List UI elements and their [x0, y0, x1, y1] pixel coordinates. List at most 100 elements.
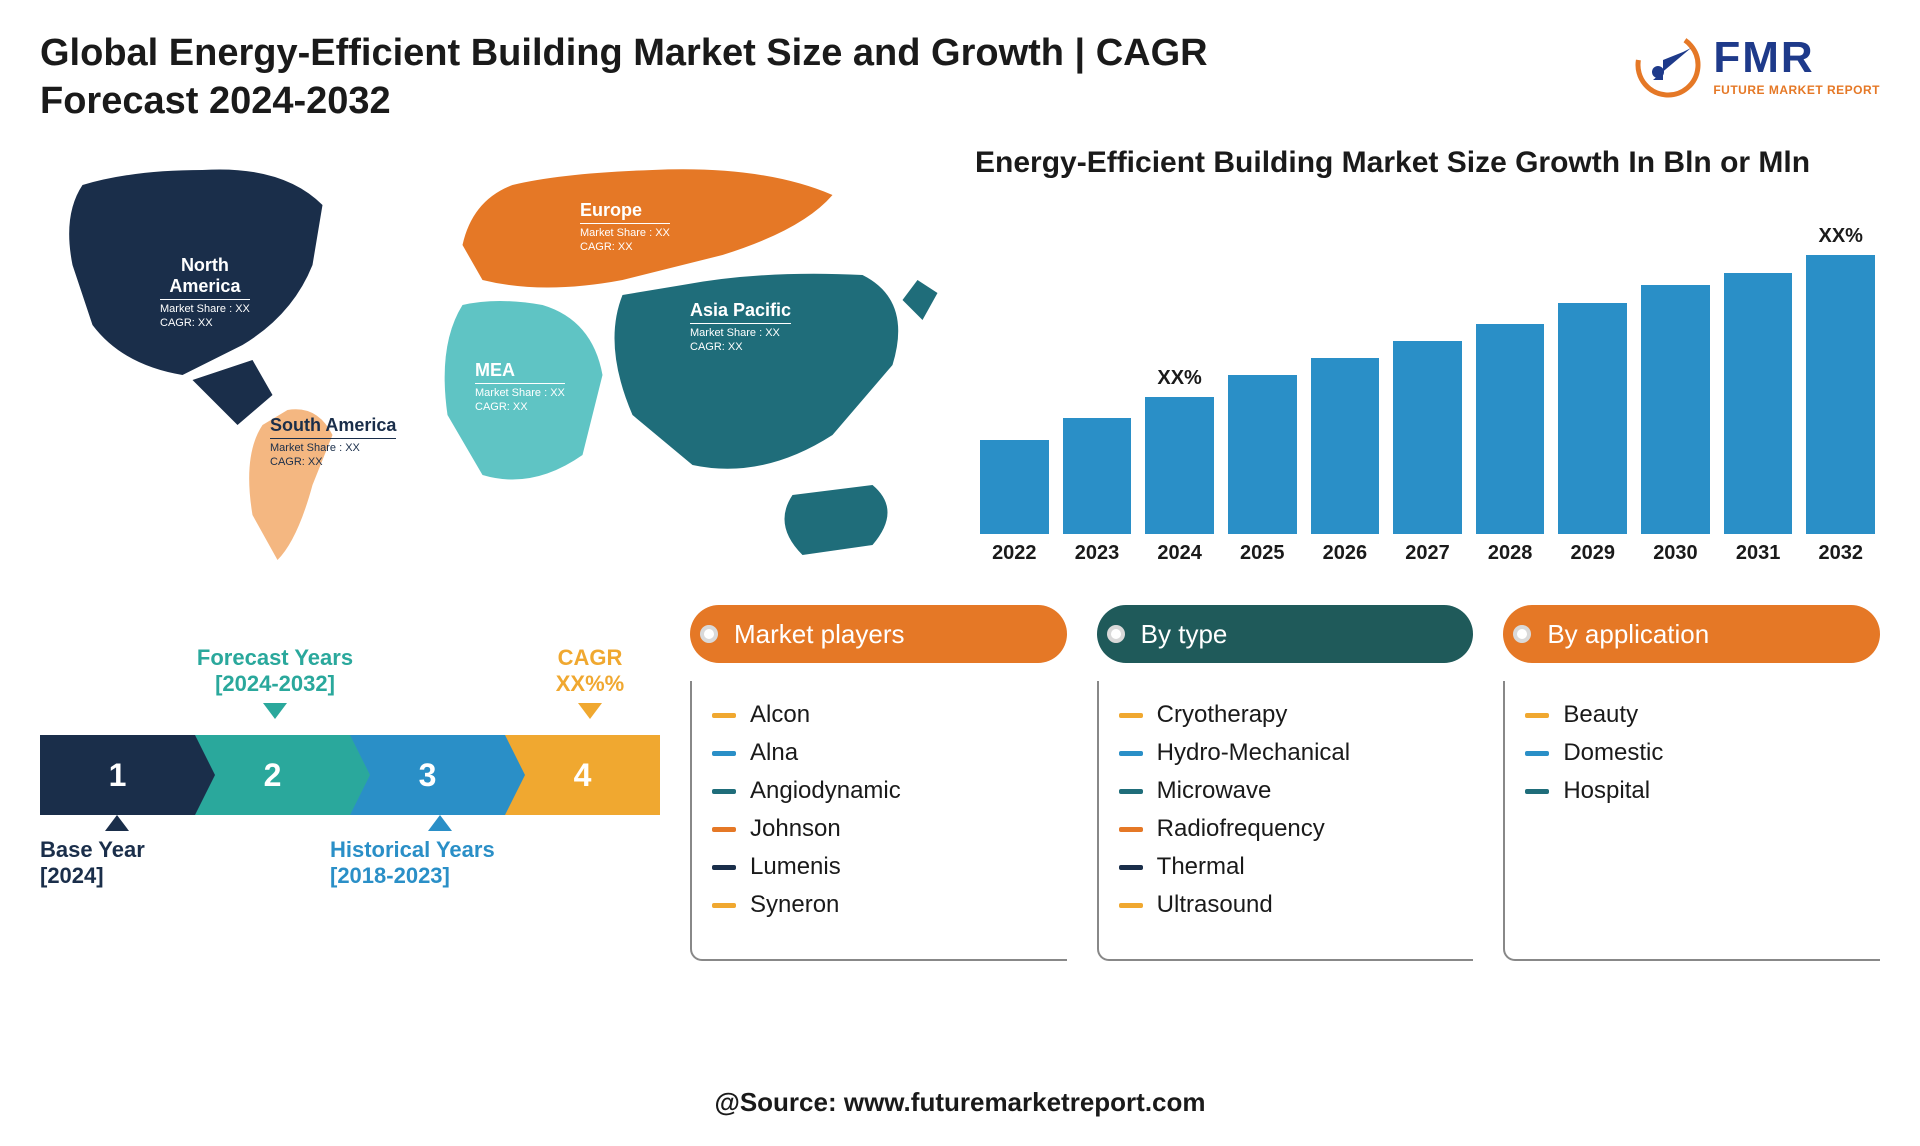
list-item: Alcon	[712, 701, 1057, 729]
by-application-list: Beauty Domestic Hospital	[1525, 701, 1870, 805]
source-text: @Source: www.futuremarketreport.com	[714, 1087, 1205, 1118]
logo-main: FMR	[1713, 33, 1880, 83]
bar-year-label: 2031	[1736, 542, 1781, 565]
by-type-list: CryotherapyHydro-MechanicalMicrowaveRadi…	[1119, 701, 1464, 919]
list-item: Hydro-Mechanical	[1119, 739, 1464, 767]
bar-year-label: 2022	[992, 542, 1037, 565]
bar-year-label: 2025	[1240, 542, 1285, 565]
bar-year-label: 2030	[1653, 542, 1698, 565]
forecast-range: [2024-2032]	[175, 671, 375, 697]
region-ap-share: Market Share : XX	[690, 323, 791, 340]
bar-col: 2023	[1063, 418, 1132, 565]
list-item-text: Alna	[750, 739, 798, 767]
bullet-icon	[700, 625, 718, 643]
bar-col: 2029	[1558, 303, 1627, 565]
bar-year-label: 2029	[1571, 542, 1616, 565]
list-item: Johnson	[712, 815, 1057, 843]
region-eu-share: Market Share : XX	[580, 223, 670, 240]
list-item: Domestic	[1525, 739, 1870, 767]
forecast-label: Forecast Years	[175, 645, 375, 671]
bar-col: XX%2032	[1806, 255, 1875, 565]
bar-year-label: 2027	[1405, 542, 1450, 565]
cagr-label: CAGR	[530, 645, 650, 671]
by-type-header: By type	[1097, 605, 1474, 663]
region-ap-cagr: CAGR: XX	[690, 340, 791, 354]
list-item: Thermal	[1119, 853, 1464, 881]
cagr-value: XX%%	[530, 671, 650, 697]
bar-col: XX%2024	[1145, 397, 1214, 565]
list-item: Beauty	[1525, 701, 1870, 729]
growth-chart: Energy-Efficient Building Market Size Gr…	[975, 145, 1880, 565]
region-sa-cagr: CAGR: XX	[270, 455, 396, 469]
bar-year-label: 2028	[1488, 542, 1533, 565]
logo-icon	[1633, 30, 1703, 100]
dash-icon	[712, 751, 736, 756]
list-item-text: Ultrasound	[1157, 891, 1273, 919]
market-players-list: Alcon Alna Angiodynamic Johnson Lumenis Syner…	[712, 701, 1057, 919]
bar-col: 2025	[1228, 375, 1297, 565]
list-item-text: Microwave	[1157, 777, 1272, 805]
dash-icon	[1119, 865, 1143, 870]
timeline-seg-2: 2	[195, 735, 350, 815]
timeline-seg-3: 3	[350, 735, 505, 815]
region-na-name: NorthAmerica	[160, 255, 250, 297]
bar-year-label: 2026	[1323, 542, 1368, 565]
list-item-text: Angiodynamic	[750, 777, 901, 805]
bar	[1641, 285, 1710, 534]
list-item: Ultrasound	[1119, 891, 1464, 919]
bar	[1063, 418, 1132, 534]
chart-title: Energy-Efficient Building Market Size Gr…	[975, 145, 1880, 181]
region-sa-share: Market Share : XX	[270, 438, 396, 455]
bar-col: 2022	[980, 440, 1049, 565]
bar-top-label: XX%	[1157, 367, 1201, 390]
by-application-label: By application	[1547, 619, 1709, 650]
base-range: [2024]	[40, 863, 200, 889]
timeline: Forecast Years [2024-2032] CAGR XX%% 1 2…	[40, 605, 660, 925]
bar-col: 2026	[1311, 358, 1380, 565]
dash-icon	[712, 865, 736, 870]
bar-year-label: 2032	[1818, 542, 1863, 565]
page-title: Global Energy-Efficient Building Market …	[40, 30, 1340, 125]
logo-sub: FUTURE MARKET REPORT	[1713, 83, 1880, 97]
bar-col: 2028	[1476, 324, 1545, 565]
timeline-seg-4: 4	[505, 735, 660, 815]
dash-icon	[1119, 789, 1143, 794]
list-item-text: Domestic	[1563, 739, 1663, 767]
bar	[980, 440, 1049, 534]
dash-icon	[1119, 713, 1143, 718]
list-item-text: Johnson	[750, 815, 841, 843]
dash-icon	[1525, 751, 1549, 756]
bars-container: 2022 2023XX%2024 2025 2026 2027 2028 2029 2030 2…	[975, 191, 1880, 565]
bar-col: 2030	[1641, 285, 1710, 565]
list-item: Lumenis	[712, 853, 1057, 881]
list-item: Hospital	[1525, 777, 1870, 805]
dash-icon	[1525, 713, 1549, 718]
list-item: Syneron	[712, 891, 1057, 919]
list-item-text: Radiofrequency	[1157, 815, 1325, 843]
region-mea-cagr: CAGR: XX	[475, 400, 565, 414]
bar	[1393, 341, 1462, 534]
hist-label: Historical Years	[330, 837, 550, 863]
dash-icon	[1525, 789, 1549, 794]
bar	[1228, 375, 1297, 534]
bar	[1806, 255, 1875, 534]
by-type-label: By type	[1141, 619, 1228, 650]
dash-icon	[712, 827, 736, 832]
bar	[1476, 324, 1545, 534]
region-eu-name: Europe	[580, 200, 670, 221]
bar	[1558, 303, 1627, 534]
timeline-seg-1: 1	[40, 735, 195, 815]
bullet-icon	[1107, 625, 1125, 643]
region-mea-share: Market Share : XX	[475, 383, 565, 400]
map-svg	[40, 145, 945, 565]
market-players-header: Market players	[690, 605, 1067, 663]
list-item-text: Thermal	[1157, 853, 1245, 881]
market-players-label: Market players	[734, 619, 905, 650]
list-item: Radiofrequency	[1119, 815, 1464, 843]
by-application-header: By application	[1503, 605, 1880, 663]
bar	[1724, 273, 1793, 534]
world-map: NorthAmerica Market Share : XX CAGR: XX …	[40, 145, 945, 565]
dash-icon	[1119, 827, 1143, 832]
hist-range: [2018-2023]	[330, 863, 550, 889]
list-item-text: Syneron	[750, 891, 839, 919]
